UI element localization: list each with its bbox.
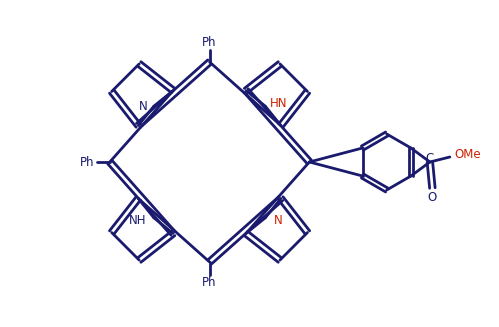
Text: O: O [428,191,437,203]
Text: N: N [139,100,147,113]
Text: Ph: Ph [202,36,217,48]
Text: NH: NH [129,214,147,227]
Text: Ph: Ph [80,156,95,168]
Text: N: N [273,214,282,227]
Text: C: C [426,152,434,165]
Text: HN: HN [270,97,287,110]
Text: OMe: OMe [454,148,481,161]
Text: Ph: Ph [202,276,217,288]
